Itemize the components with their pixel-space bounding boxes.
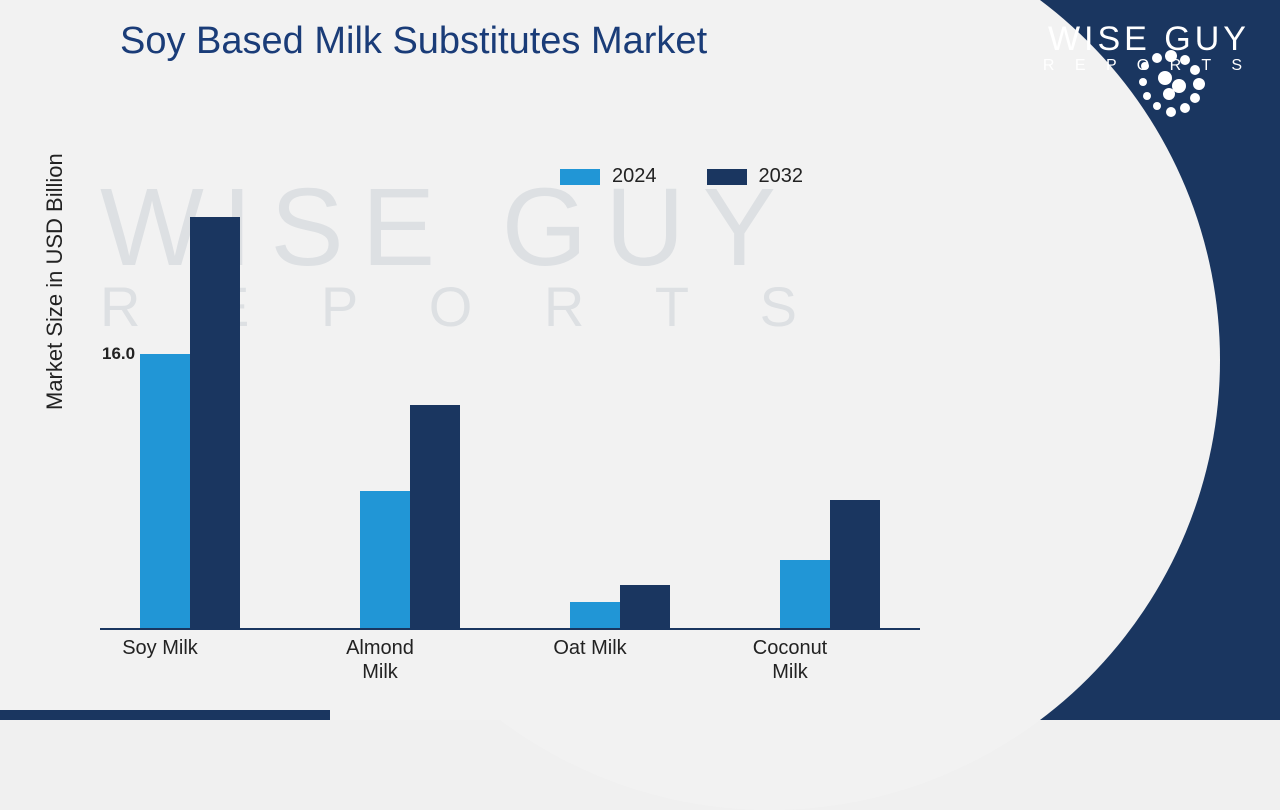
bar-group — [360, 405, 460, 628]
bar — [620, 585, 670, 628]
legend-label-2032: 2032 — [759, 165, 804, 188]
chart-plot-area: 16.0 — [100, 200, 920, 630]
bar-value-label: 16.0 — [102, 344, 135, 364]
x-tick-label: AlmondMilk — [310, 636, 450, 684]
x-tick-label: Soy Milk — [90, 636, 230, 660]
chart-legend: 2024 2032 — [560, 165, 803, 188]
bar-group — [780, 500, 880, 628]
legend-item-2024: 2024 — [560, 165, 657, 188]
legend-label-2024: 2024 — [612, 165, 657, 188]
bar — [360, 491, 410, 628]
x-tick-label: Oat Milk — [520, 636, 660, 660]
bar — [140, 354, 190, 628]
legend-swatch-2032 — [707, 169, 747, 185]
bar-group — [570, 585, 670, 628]
legend-item-2032: 2032 — [707, 165, 804, 188]
bar — [830, 500, 880, 628]
bar — [410, 405, 460, 628]
bottom-accent-bar — [0, 710, 330, 720]
x-tick-label: CoconutMilk — [720, 636, 860, 684]
bar — [570, 602, 620, 628]
bar — [780, 560, 830, 628]
x-axis-baseline — [100, 628, 920, 630]
chart-title: Soy Based Milk Substitutes Market — [120, 20, 707, 63]
logo-head-icon — [1125, 48, 1215, 128]
right-brand-panel — [960, 0, 1280, 720]
bar-group: 16.0 — [140, 217, 240, 628]
bar — [190, 217, 240, 628]
brand-logo: WISE GUY R E P O R T S — [1043, 20, 1250, 75]
legend-swatch-2024 — [560, 169, 600, 185]
y-axis-label: Market Size in USD Billion — [42, 153, 68, 410]
